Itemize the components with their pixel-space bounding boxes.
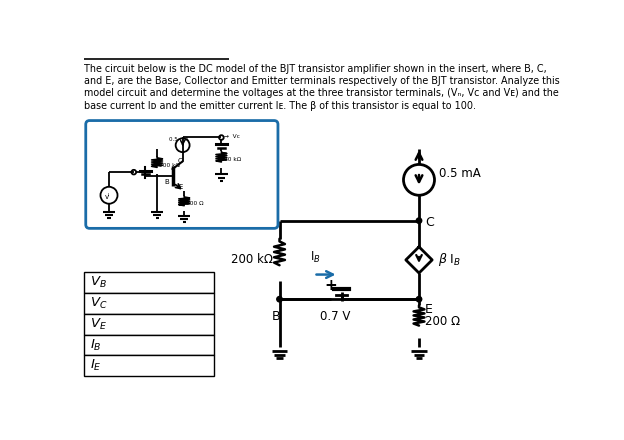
Text: $I_E$: $I_E$ <box>90 358 101 374</box>
Text: 200 Ω: 200 Ω <box>187 201 204 206</box>
Text: $V_E$: $V_E$ <box>90 317 107 332</box>
Text: I$_B$: I$_B$ <box>311 250 321 265</box>
Text: 200 Ω: 200 Ω <box>425 315 461 328</box>
Text: $V_C$: $V_C$ <box>90 296 107 311</box>
Text: C: C <box>177 158 182 164</box>
Text: E: E <box>178 184 183 190</box>
Bar <box>84 356 213 376</box>
Bar <box>84 334 213 356</box>
Text: 20 kΩ: 20 kΩ <box>223 158 241 162</box>
Circle shape <box>416 218 422 224</box>
Text: 0.5 mA: 0.5 mA <box>168 136 188 142</box>
Text: 0.7 V: 0.7 V <box>319 310 350 323</box>
Text: 200 kΩ: 200 kΩ <box>159 163 180 168</box>
Text: 0.5 mA: 0.5 mA <box>439 167 481 180</box>
Text: B: B <box>164 179 168 185</box>
FancyBboxPatch shape <box>85 121 278 228</box>
Text: C: C <box>425 216 434 229</box>
Text: $I_B$: $I_B$ <box>90 337 101 352</box>
Text: B: B <box>271 310 280 323</box>
Circle shape <box>277 297 282 302</box>
Text: E: E <box>425 303 433 316</box>
Text: $V_B$: $V_B$ <box>90 275 107 290</box>
Text: →  Vc: → Vc <box>223 134 240 139</box>
Text: base current Iᴅ and the emitter current Iᴇ. The β of this transistor is equal to: base current Iᴅ and the emitter current … <box>84 100 476 110</box>
Circle shape <box>416 297 422 302</box>
Text: +: + <box>324 278 337 293</box>
Text: $\beta$ I$_B$: $\beta$ I$_B$ <box>439 251 462 268</box>
Text: The circuit below is the DC model of the BJT transistor amplifier shown in the i: The circuit below is the DC model of the… <box>84 63 547 73</box>
Text: vᴵ: vᴵ <box>105 194 110 200</box>
Text: model circuit and determine the voltages at the three transistor terminals, (Vₙ,: model circuit and determine the voltages… <box>84 88 559 98</box>
Text: 200 kΩ: 200 kΩ <box>232 253 273 267</box>
Bar <box>84 293 213 314</box>
Text: and E, are the Base, Collector and Emitter terminals respectively of the BJT tra: and E, are the Base, Collector and Emitt… <box>84 76 560 86</box>
Bar <box>84 272 213 293</box>
Bar <box>84 314 213 334</box>
